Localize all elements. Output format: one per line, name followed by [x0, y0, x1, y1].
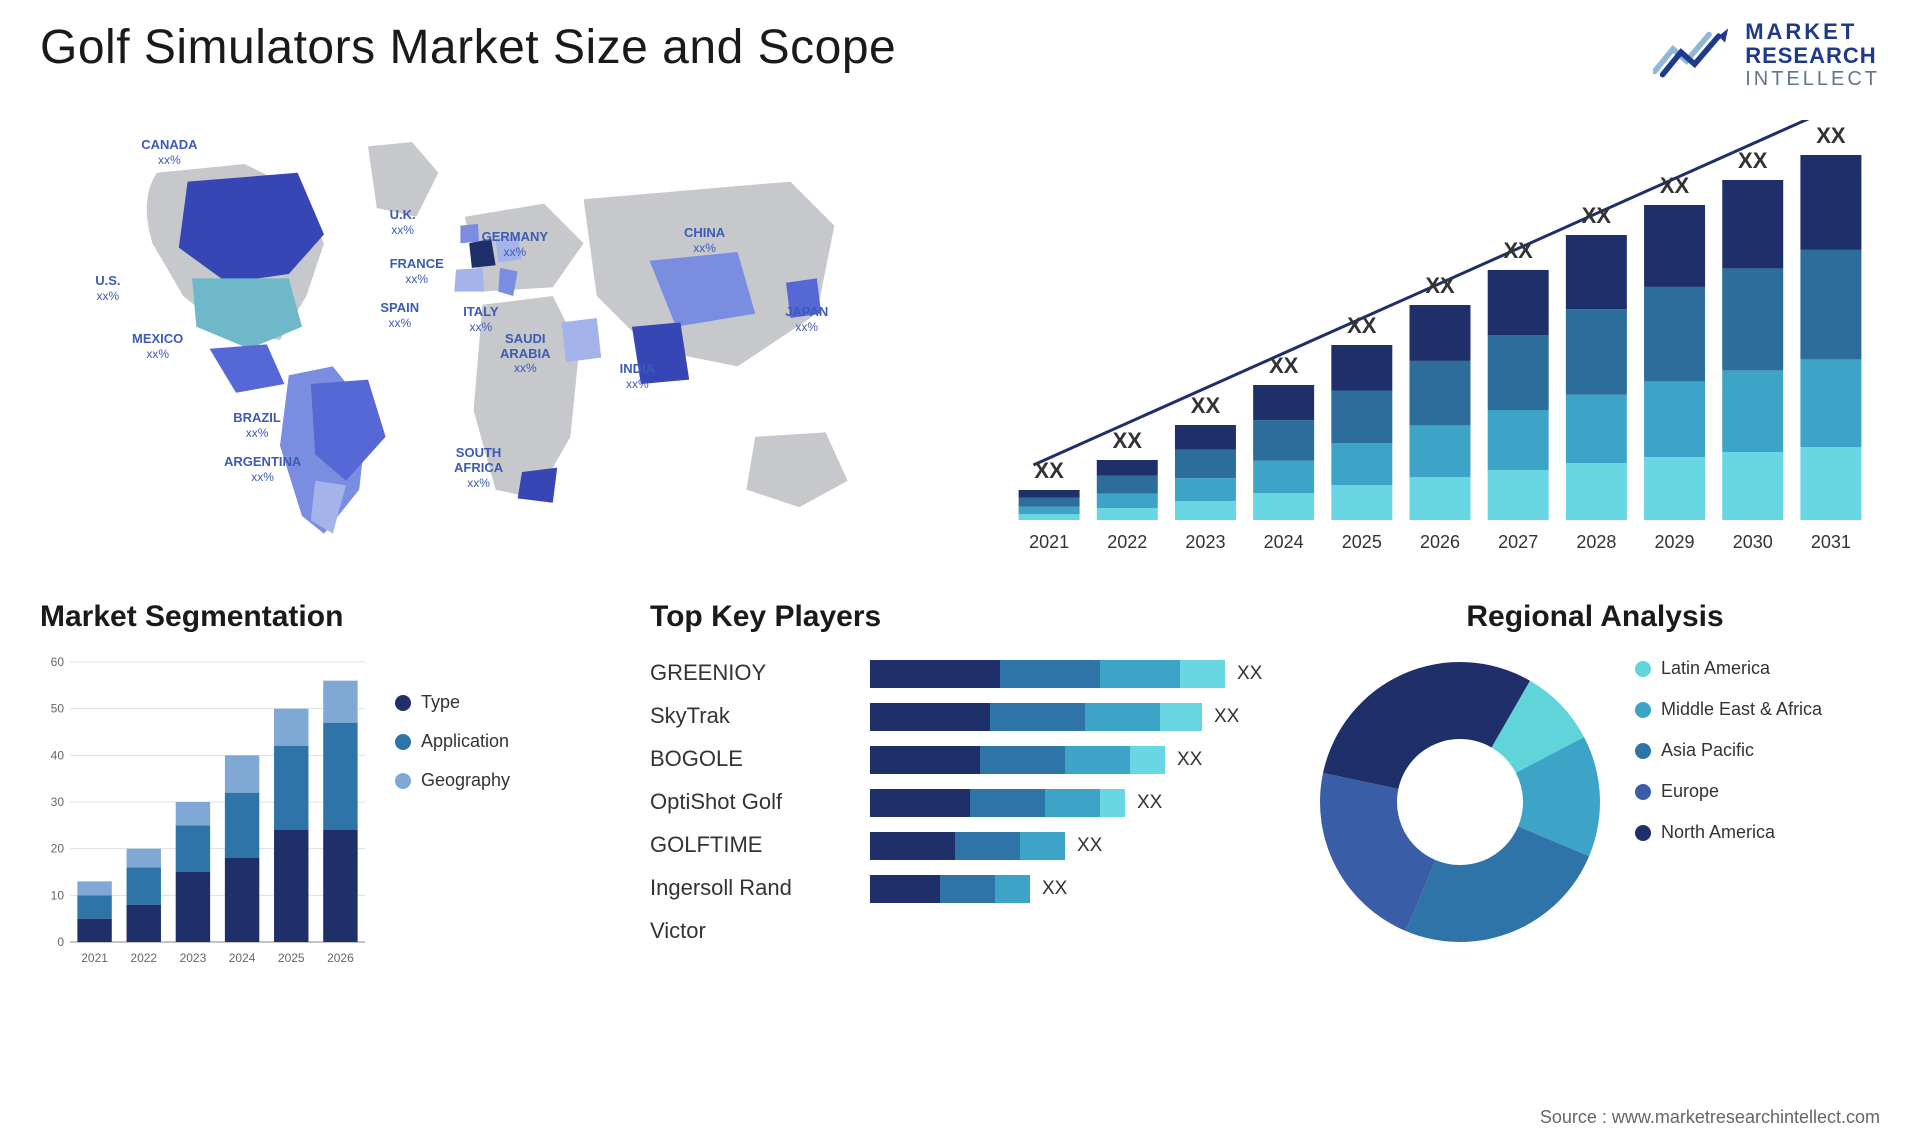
- source-attribution: Source : www.marketresearchintellect.com: [1540, 1107, 1880, 1128]
- map-label-spain: SPAINxx%: [380, 301, 419, 331]
- svg-text:2024: 2024: [1264, 532, 1304, 552]
- svg-text:2022: 2022: [130, 951, 157, 965]
- svg-text:XX: XX: [1582, 203, 1612, 228]
- svg-text:XX: XX: [1816, 123, 1846, 148]
- map-label-canada: CANADAxx%: [141, 138, 197, 168]
- growth-bar-chart: XX 2021 XX 2022 XX 2023 XX 2024 XX 2025 XX 2026 XX 20…: [1000, 120, 1880, 560]
- svg-text:2021: 2021: [1029, 532, 1069, 552]
- svg-text:0: 0: [57, 935, 64, 949]
- legend-item: Latin America: [1635, 658, 1822, 679]
- svg-text:2027: 2027: [1498, 532, 1538, 552]
- player-bars: XX XX XX XX XX XX: [870, 652, 1280, 1020]
- player-name: Ingersoll Rand: [650, 875, 850, 903]
- player-name: GREENIOY: [650, 660, 850, 688]
- svg-text:2022: 2022: [1107, 532, 1147, 552]
- world-map: CANADAxx% U.S.xx% MEXICOxx% BRAZILxx% ARGENT…: [40, 120, 960, 560]
- page-title: Golf Simulators Market Size and Scope: [40, 20, 896, 75]
- player-bar-row: XX: [870, 875, 1280, 903]
- svg-text:XX: XX: [1347, 313, 1377, 338]
- logo-icon: [1653, 23, 1733, 88]
- segmentation-chart: 0 10 20 30 40 50 60 2021 2022 2023 2024 2025 2026: [40, 652, 370, 972]
- svg-text:XX: XX: [1191, 393, 1221, 418]
- brand-logo: MARKET RESEARCH INTELLECT: [1653, 20, 1880, 90]
- svg-text:50: 50: [51, 702, 65, 716]
- logo-line1: MARKET: [1745, 20, 1880, 44]
- map-label-south-africa: SOUTHAFRICAxx%: [454, 446, 503, 491]
- svg-text:XX: XX: [1425, 273, 1455, 298]
- player-bar-row: XX: [870, 703, 1280, 731]
- regional-donut-chart: [1310, 652, 1610, 952]
- svg-text:2021: 2021: [81, 951, 108, 965]
- map-label-france: FRANCExx%: [390, 257, 444, 287]
- svg-text:2026: 2026: [327, 951, 354, 965]
- svg-text:2025: 2025: [278, 951, 305, 965]
- logo-line3: INTELLECT: [1745, 68, 1880, 90]
- player-bar-row: XX: [870, 789, 1280, 817]
- svg-text:2023: 2023: [1185, 532, 1225, 552]
- map-label-germany: GERMANYxx%: [482, 230, 548, 260]
- svg-text:XX: XX: [1269, 353, 1299, 378]
- logo-line2: RESEARCH: [1745, 44, 1880, 68]
- player-name: BOGOLE: [650, 746, 850, 774]
- legend-item: North America: [1635, 822, 1822, 843]
- map-label-italy: ITALYxx%: [463, 305, 498, 335]
- svg-text:2030: 2030: [1733, 532, 1773, 552]
- players-title: Top Key Players: [650, 600, 1280, 634]
- legend-item: Middle East & Africa: [1635, 699, 1822, 720]
- map-label-mexico: MEXICOxx%: [132, 332, 183, 362]
- regional-title: Regional Analysis: [1310, 600, 1880, 634]
- svg-text:60: 60: [51, 655, 65, 669]
- player-bar-row: XX: [870, 660, 1280, 688]
- map-label-u-s-: U.S.xx%: [95, 274, 120, 304]
- player-name: GOLFTIME: [650, 832, 850, 860]
- map-label-saudi-arabia: SAUDIARABIAxx%: [500, 332, 551, 377]
- regional-legend: Latin America Middle East & Africa Asia Pa…: [1635, 652, 1822, 843]
- svg-text:40: 40: [51, 749, 65, 763]
- map-label-brazil: BRAZILxx%: [233, 411, 281, 441]
- map-label-india: INDIAxx%: [620, 362, 655, 392]
- legend-item: Europe: [1635, 781, 1822, 802]
- svg-text:20: 20: [51, 842, 65, 856]
- legend-item: Geography: [395, 770, 510, 791]
- player-name: Victor: [650, 918, 850, 946]
- player-bar-row: XX: [870, 746, 1280, 774]
- svg-text:2031: 2031: [1811, 532, 1851, 552]
- map-label-japan: JAPANxx%: [785, 305, 828, 335]
- player-name: SkyTrak: [650, 703, 850, 731]
- svg-text:XX: XX: [1113, 428, 1143, 453]
- svg-text:XX: XX: [1034, 458, 1064, 483]
- player-name-list: GREENIOY SkyTrak BOGOLE OptiShot Golf GOLFTI…: [650, 652, 850, 1020]
- svg-text:2024: 2024: [229, 951, 256, 965]
- segmentation-legend: Type Application Geography: [395, 652, 510, 1020]
- legend-item: Type: [395, 692, 510, 713]
- svg-text:XX: XX: [1504, 238, 1534, 263]
- player-name: OptiShot Golf: [650, 789, 850, 817]
- svg-text:2028: 2028: [1576, 532, 1616, 552]
- legend-item: Asia Pacific: [1635, 740, 1822, 761]
- svg-text:30: 30: [51, 795, 65, 809]
- map-label-u-k-: U.K.xx%: [390, 208, 416, 238]
- svg-text:2029: 2029: [1655, 532, 1695, 552]
- legend-item: Application: [395, 731, 510, 752]
- segmentation-title: Market Segmentation: [40, 600, 620, 634]
- svg-text:2023: 2023: [180, 951, 207, 965]
- svg-text:XX: XX: [1660, 173, 1690, 198]
- svg-text:XX: XX: [1738, 148, 1768, 173]
- svg-text:2025: 2025: [1342, 532, 1382, 552]
- map-label-argentina: ARGENTINAxx%: [224, 455, 301, 485]
- map-label-china: CHINAxx%: [684, 226, 725, 256]
- svg-text:2026: 2026: [1420, 532, 1460, 552]
- svg-text:10: 10: [51, 889, 65, 903]
- player-bar-row: XX: [870, 832, 1280, 860]
